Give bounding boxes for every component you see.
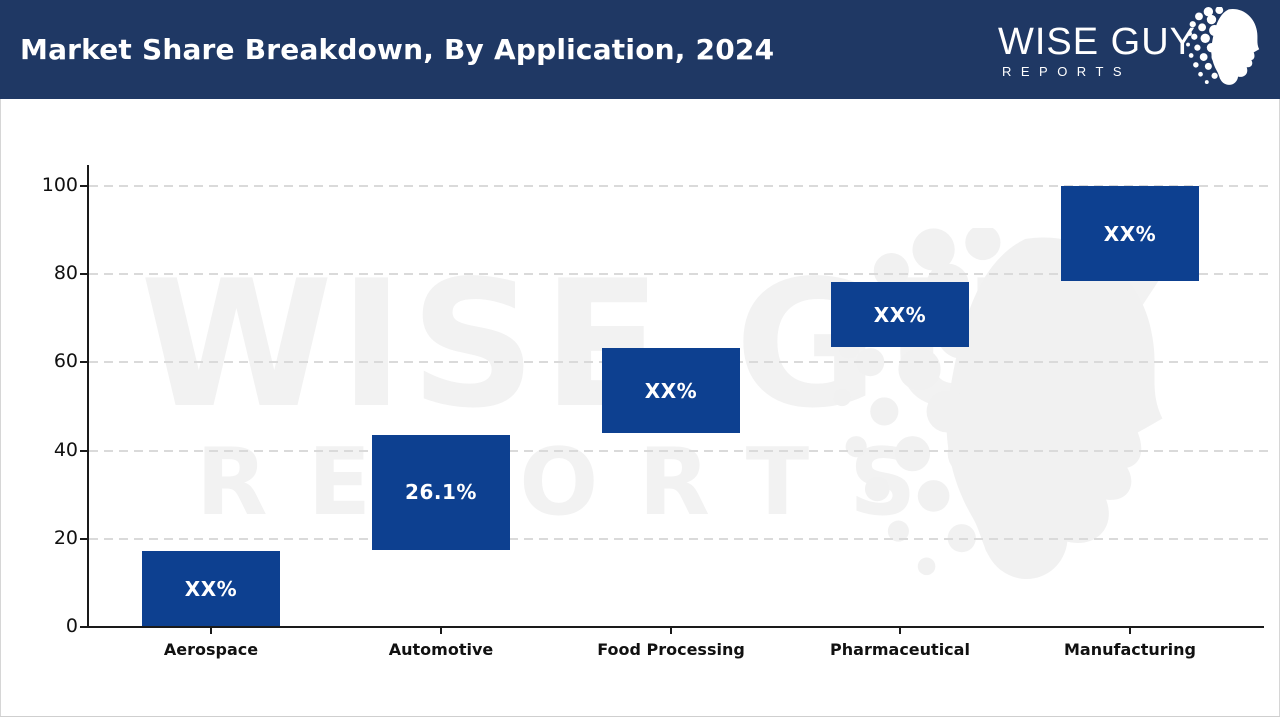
bar-segment: XX% bbox=[142, 550, 280, 627]
brand-subname: REPORTS bbox=[1001, 63, 1132, 79]
bar-value-label: 26.1% bbox=[405, 480, 477, 505]
x-axis-tick bbox=[670, 628, 672, 634]
x-axis-line bbox=[87, 626, 1264, 628]
bar-segment: XX% bbox=[831, 282, 969, 348]
brand-name: WISE GUY bbox=[997, 20, 1196, 63]
bar-segment: 26.1% bbox=[372, 434, 510, 550]
y-axis-tick-label: 40 bbox=[53, 438, 78, 461]
y-gridline bbox=[89, 273, 1268, 276]
header-band: Market Share Breakdown, By Application, … bbox=[0, 0, 1280, 99]
frame-border-left bbox=[0, 99, 1, 716]
x-axis-category-label: Manufacturing bbox=[1064, 640, 1196, 659]
y-gridline bbox=[89, 185, 1268, 187]
y-axis-line bbox=[87, 165, 89, 628]
y-axis-tick-label: 20 bbox=[53, 526, 78, 549]
page-title: Market Share Breakdown, By Application, … bbox=[20, 33, 775, 66]
y-axis-tick bbox=[80, 273, 87, 276]
brand-logo-text: WISE GUY REPORTS bbox=[998, 23, 1196, 78]
y-axis-tick-label: 60 bbox=[53, 350, 78, 373]
y-gridline bbox=[89, 449, 1268, 452]
y-axis-tick-label: 100 bbox=[41, 174, 78, 196]
x-axis-category-label: Pharmaceutical bbox=[830, 640, 970, 659]
bar-value-label: XX% bbox=[1103, 221, 1157, 246]
x-axis-tick bbox=[1129, 628, 1131, 634]
dotted-head-icon bbox=[1186, 7, 1260, 85]
bar-value-label: XX% bbox=[184, 576, 238, 601]
bar-segment: XX% bbox=[602, 348, 740, 434]
y-axis-tick-label: 80 bbox=[53, 262, 78, 285]
bar-segment: XX% bbox=[1061, 186, 1199, 282]
bar-value-label: XX% bbox=[873, 302, 927, 327]
frame-border-bottom bbox=[0, 716, 1280, 717]
x-axis-tick bbox=[440, 628, 442, 634]
x-axis-tick bbox=[899, 628, 901, 634]
bar-value-label: XX% bbox=[644, 378, 698, 403]
y-axis-tick bbox=[80, 185, 87, 187]
x-axis-category-label: Aerospace bbox=[163, 640, 259, 659]
brand-logo: WISE GUY REPORTS bbox=[998, 6, 1266, 94]
y-axis-tick-label: 0 bbox=[65, 615, 78, 637]
x-axis-category-label: Automotive bbox=[388, 640, 494, 659]
y-gridline bbox=[89, 537, 1268, 540]
x-axis-tick bbox=[210, 628, 212, 634]
x-axis-category-label: Food Processing bbox=[597, 640, 745, 659]
y-axis-tick bbox=[80, 361, 87, 364]
y-axis-tick bbox=[80, 449, 87, 452]
y-axis-tick bbox=[80, 537, 87, 540]
y-axis-tick bbox=[80, 626, 87, 628]
